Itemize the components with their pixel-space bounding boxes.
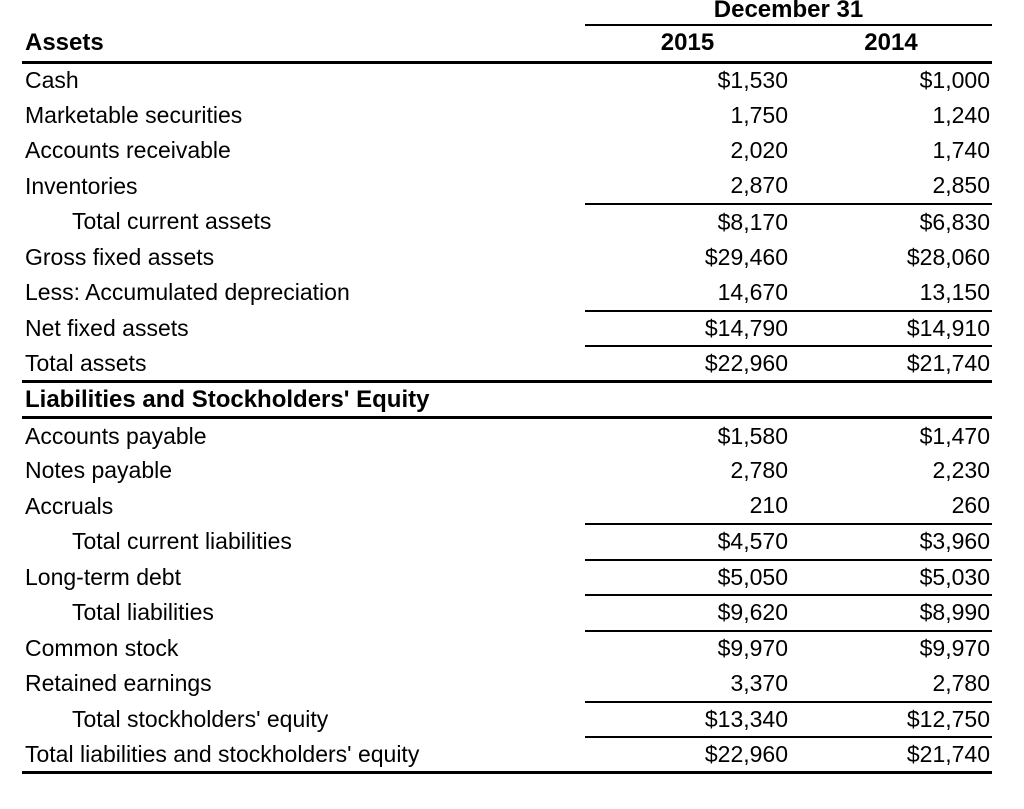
value-2014: 1,740 xyxy=(932,137,990,164)
value-2015: $5,050 xyxy=(585,559,790,596)
value-2014: 1,240 xyxy=(932,101,990,128)
row-label: Common stock xyxy=(25,634,179,661)
value-2014: 13,150 xyxy=(790,275,992,312)
table-row-marketable-securities: Marketable securities 1,750 1,240 xyxy=(22,98,992,134)
value-2014: $28,060 xyxy=(906,243,990,270)
value-2014: $5,030 xyxy=(790,559,992,596)
row-label: Marketable securities xyxy=(25,101,243,128)
assets-section-header: Assets xyxy=(22,25,585,64)
row-label: Accruals xyxy=(25,492,114,519)
value-2015: 2,780 xyxy=(730,457,788,484)
value-2015: $4,570 xyxy=(585,524,790,561)
value-2014: 2,780 xyxy=(790,666,992,703)
table-row-total-liabilities-and-equity: Total liabilities and stockholders' equi… xyxy=(22,737,992,774)
balance-sheet-table: December 31 Assets 2015 2014 Cash $1,530… xyxy=(22,0,992,774)
table-row-accounts-payable: Accounts payable $1,580 $1,470 xyxy=(22,418,992,454)
table-row-net-fixed-assets: Net fixed assets $14,790 $14,910 xyxy=(22,310,992,347)
row-label: Retained earnings xyxy=(25,670,212,697)
row-label: Long-term debt xyxy=(25,563,181,590)
row-label: Net fixed assets xyxy=(25,314,189,341)
value-2015: $1,580 xyxy=(717,422,788,449)
value-2014: $21,740 xyxy=(790,346,992,383)
value-2014: $1,470 xyxy=(919,422,990,449)
value-2015: 2,870 xyxy=(585,168,790,205)
value-2014: $14,910 xyxy=(790,310,992,347)
value-2014: $12,750 xyxy=(790,701,992,738)
value-2015: $14,790 xyxy=(585,310,790,347)
column-header-2014: 2014 xyxy=(790,25,992,64)
row-label: Notes payable xyxy=(25,457,173,484)
column-header-2015: 2015 xyxy=(585,25,790,64)
value-2014: $1,000 xyxy=(919,67,990,93)
date-header: December 31 xyxy=(585,0,992,26)
row-label: Total current liabilities xyxy=(72,528,292,555)
table-row-gross-fixed-assets: Gross fixed assets $29,460 $28,060 xyxy=(22,240,992,276)
table-row-total-current-liabilities: Total current liabilities $4,570 $3,960 xyxy=(22,524,992,561)
table-row-cash: Cash $1,530 $1,000 xyxy=(22,62,992,98)
value-2015: 3,370 xyxy=(585,666,790,703)
table-row-total-liabilities: Total liabilities $9,620 $8,990 xyxy=(22,595,992,632)
table-row-less-accumulated-depreciation: Less: Accumulated depreciation 14,670 13… xyxy=(22,275,992,312)
row-label: Accounts payable xyxy=(25,422,207,449)
liabilities-section-header-row: Liabilities and Stockholders' Equity xyxy=(22,381,992,419)
value-2015: $22,960 xyxy=(585,346,790,383)
table-row-notes-payable: Notes payable 2,780 2,230 xyxy=(22,453,992,489)
column-header-row: Assets 2015 2014 xyxy=(22,25,992,64)
table-row-inventories: Inventories 2,870 2,850 xyxy=(22,168,992,205)
value-2014: 260 xyxy=(790,488,992,525)
table-row-accounts-receivable: Accounts receivable 2,020 1,740 xyxy=(22,133,992,169)
value-2015: $8,170 xyxy=(717,208,788,235)
table-row-retained-earnings: Retained earnings 3,370 2,780 xyxy=(22,666,992,703)
liabilities-section-header: Liabilities and Stockholders' Equity xyxy=(22,381,992,419)
row-label: Less: Accumulated depreciation xyxy=(25,279,350,306)
row-label: Total current assets xyxy=(72,208,272,235)
value-2015: 1,750 xyxy=(730,101,788,128)
value-2014: $3,960 xyxy=(790,524,992,561)
value-2015: $9,620 xyxy=(585,595,790,632)
value-2015: 210 xyxy=(585,488,790,525)
value-2015: 2,020 xyxy=(730,137,788,164)
value-2014: $21,740 xyxy=(790,737,992,774)
table-row-common-stock: Common stock $9,970 $9,970 xyxy=(22,631,992,667)
table-row-total-assets: Total assets $22,960 $21,740 xyxy=(22,346,992,383)
value-2015: $13,340 xyxy=(585,701,790,738)
value-2015: 14,670 xyxy=(585,275,790,312)
row-label: Total assets xyxy=(22,346,585,383)
row-label: Total liabilities and stockholders' equi… xyxy=(22,737,585,774)
value-2015: $29,460 xyxy=(704,243,788,270)
row-label: Gross fixed assets xyxy=(25,243,215,270)
table-row-long-term-debt: Long-term debt $5,050 $5,030 xyxy=(22,559,992,596)
row-label: Total stockholders' equity xyxy=(72,705,329,732)
row-label: Inventories xyxy=(25,172,138,199)
value-2014: $6,830 xyxy=(919,208,990,235)
value-2014: 2,230 xyxy=(932,457,990,484)
value-2014: $9,970 xyxy=(919,635,990,662)
value-2015: $1,530 xyxy=(717,67,788,93)
table-row-total-stockholders-equity: Total stockholders' equity $13,340 $12,7… xyxy=(22,701,992,738)
value-2015: $9,970 xyxy=(717,635,788,662)
date-header-row: December 31 xyxy=(22,0,992,26)
value-2014: 2,850 xyxy=(790,168,992,205)
value-2014: $8,990 xyxy=(790,595,992,632)
table-row-total-current-assets: Total current assets $8,170 $6,830 xyxy=(22,204,992,240)
row-label: Total liabilities xyxy=(72,599,214,626)
value-2015: $22,960 xyxy=(585,737,790,774)
table-row-accruals: Accruals 210 260 xyxy=(22,488,992,525)
row-label: Cash xyxy=(25,67,79,93)
row-label: Accounts receivable xyxy=(25,137,231,164)
date-header-spacer xyxy=(22,0,585,25)
